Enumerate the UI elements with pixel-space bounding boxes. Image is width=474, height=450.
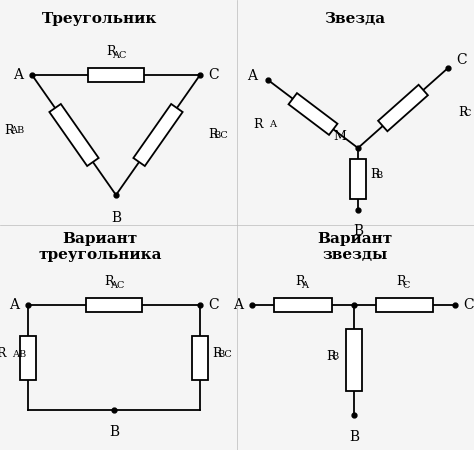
Polygon shape bbox=[49, 104, 99, 166]
Text: BC: BC bbox=[214, 131, 228, 140]
Text: C: C bbox=[464, 298, 474, 312]
Text: C: C bbox=[209, 298, 219, 312]
Text: R: R bbox=[295, 275, 304, 288]
Text: A: A bbox=[9, 298, 19, 312]
Text: B: B bbox=[332, 352, 339, 361]
Text: R: R bbox=[208, 129, 218, 141]
Text: C: C bbox=[456, 53, 467, 67]
Text: R: R bbox=[326, 350, 336, 363]
Text: R: R bbox=[370, 168, 380, 181]
Text: R: R bbox=[4, 123, 13, 136]
Text: AC: AC bbox=[111, 51, 126, 60]
Text: B: B bbox=[353, 224, 363, 238]
Text: A: A bbox=[233, 298, 243, 312]
Text: треугольника: треугольника bbox=[38, 248, 162, 262]
Text: B: B bbox=[349, 430, 359, 444]
Bar bbox=[88, 68, 144, 82]
Bar bbox=[376, 298, 433, 312]
Text: C: C bbox=[402, 281, 410, 290]
Bar bbox=[350, 159, 366, 199]
Text: R: R bbox=[0, 347, 6, 360]
Text: R: R bbox=[458, 107, 467, 120]
Text: BC: BC bbox=[218, 350, 232, 359]
Text: звезды: звезды bbox=[322, 248, 388, 262]
Text: R: R bbox=[212, 347, 221, 360]
Text: A: A bbox=[269, 120, 275, 129]
Polygon shape bbox=[289, 93, 337, 135]
Text: B: B bbox=[109, 425, 119, 439]
Text: C: C bbox=[464, 109, 471, 118]
Text: Треугольник: Треугольник bbox=[42, 12, 158, 26]
Text: R: R bbox=[104, 275, 113, 288]
Bar bbox=[346, 329, 362, 391]
Text: R: R bbox=[106, 45, 116, 58]
Text: R: R bbox=[396, 275, 406, 288]
Text: A: A bbox=[301, 281, 308, 290]
Polygon shape bbox=[378, 85, 428, 131]
Bar bbox=[192, 336, 208, 379]
Polygon shape bbox=[133, 104, 182, 166]
Text: B: B bbox=[375, 171, 383, 180]
Text: AB: AB bbox=[11, 350, 26, 359]
Bar bbox=[274, 298, 331, 312]
Text: M: M bbox=[334, 130, 346, 143]
Text: A: A bbox=[13, 68, 23, 82]
Text: A: A bbox=[247, 69, 257, 83]
Text: Звезда: Звезда bbox=[324, 12, 385, 26]
Text: Вариант: Вариант bbox=[63, 232, 137, 246]
Text: C: C bbox=[209, 68, 219, 82]
Bar bbox=[86, 298, 142, 312]
Text: R: R bbox=[254, 117, 263, 130]
Text: AC: AC bbox=[109, 281, 124, 290]
Text: B: B bbox=[111, 211, 121, 225]
Text: AB: AB bbox=[9, 126, 24, 135]
Bar bbox=[20, 336, 36, 379]
Text: Вариант: Вариант bbox=[318, 232, 392, 246]
